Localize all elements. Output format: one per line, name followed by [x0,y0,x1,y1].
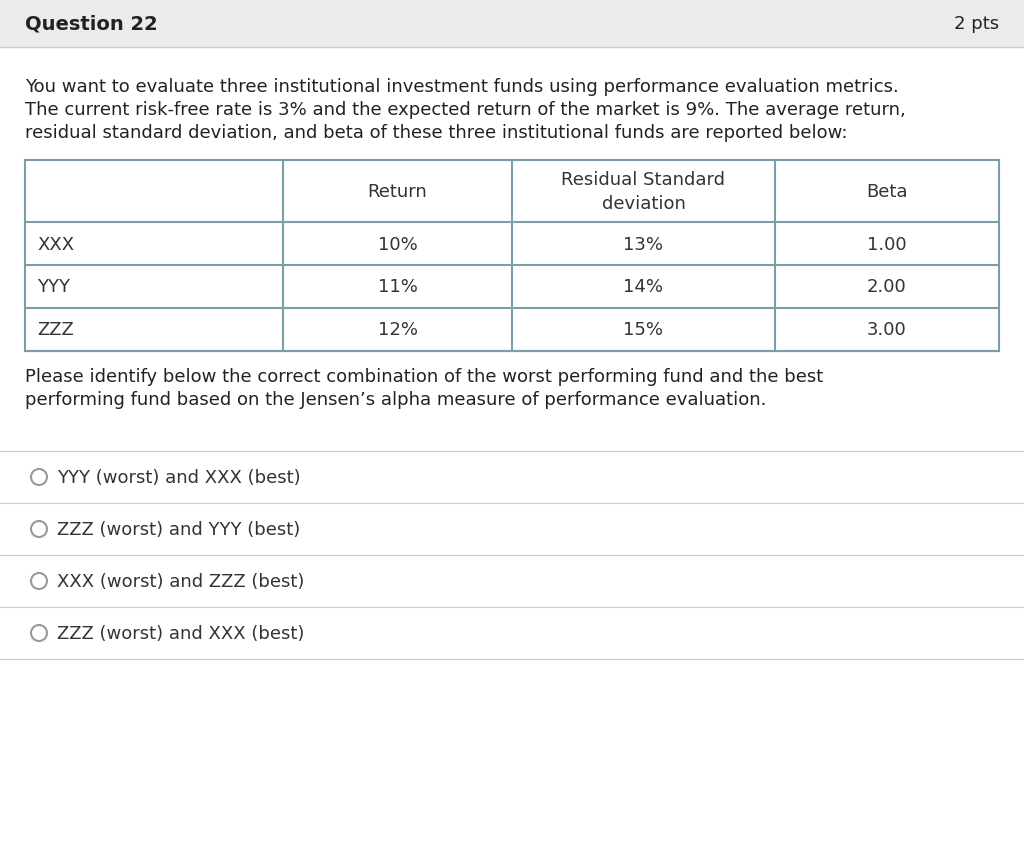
Text: 3.00: 3.00 [867,321,907,339]
Text: ZZZ (worst) and YYY (best): ZZZ (worst) and YYY (best) [57,521,300,538]
Text: 2 pts: 2 pts [954,15,999,33]
Text: performing fund based on the Jensen’s alpha measure of performance evaluation.: performing fund based on the Jensen’s al… [25,391,766,408]
Text: Question 22: Question 22 [25,14,158,34]
Text: 12%: 12% [378,321,418,339]
Text: ZZZ (worst) and XXX (best): ZZZ (worst) and XXX (best) [57,625,304,642]
Text: 2.00: 2.00 [867,279,907,296]
Text: YYY: YYY [37,279,70,296]
Text: 15%: 15% [624,321,664,339]
Text: 11%: 11% [378,279,418,296]
Text: residual standard deviation, and beta of these three institutional funds are rep: residual standard deviation, and beta of… [25,124,848,142]
Text: YYY (worst) and XXX (best): YYY (worst) and XXX (best) [57,468,301,486]
Text: 14%: 14% [624,279,664,296]
Text: ZZZ: ZZZ [37,321,74,339]
Text: 13%: 13% [624,235,664,253]
Text: 10%: 10% [378,235,418,253]
Bar [25,161,999,352]
Bar [0,0,1024,48]
Text: Return: Return [368,183,427,201]
Text: XXX (worst) and ZZZ (best): XXX (worst) and ZZZ (best) [57,572,304,590]
Text: You want to evaluate three institutional investment funds using performance eval: You want to evaluate three institutional… [25,78,899,96]
Text: 1.00: 1.00 [867,235,907,253]
Text: XXX: XXX [37,235,74,253]
Text: The current risk-free rate is 3% and the expected return of the market is 9%. Th: The current risk-free rate is 3% and the… [25,101,906,119]
Text: Residual Standard
deviation: Residual Standard deviation [561,171,725,213]
Text: Beta: Beta [866,183,907,201]
Text: Please identify below the correct combination of the worst performing fund and t: Please identify below the correct combin… [25,368,823,386]
